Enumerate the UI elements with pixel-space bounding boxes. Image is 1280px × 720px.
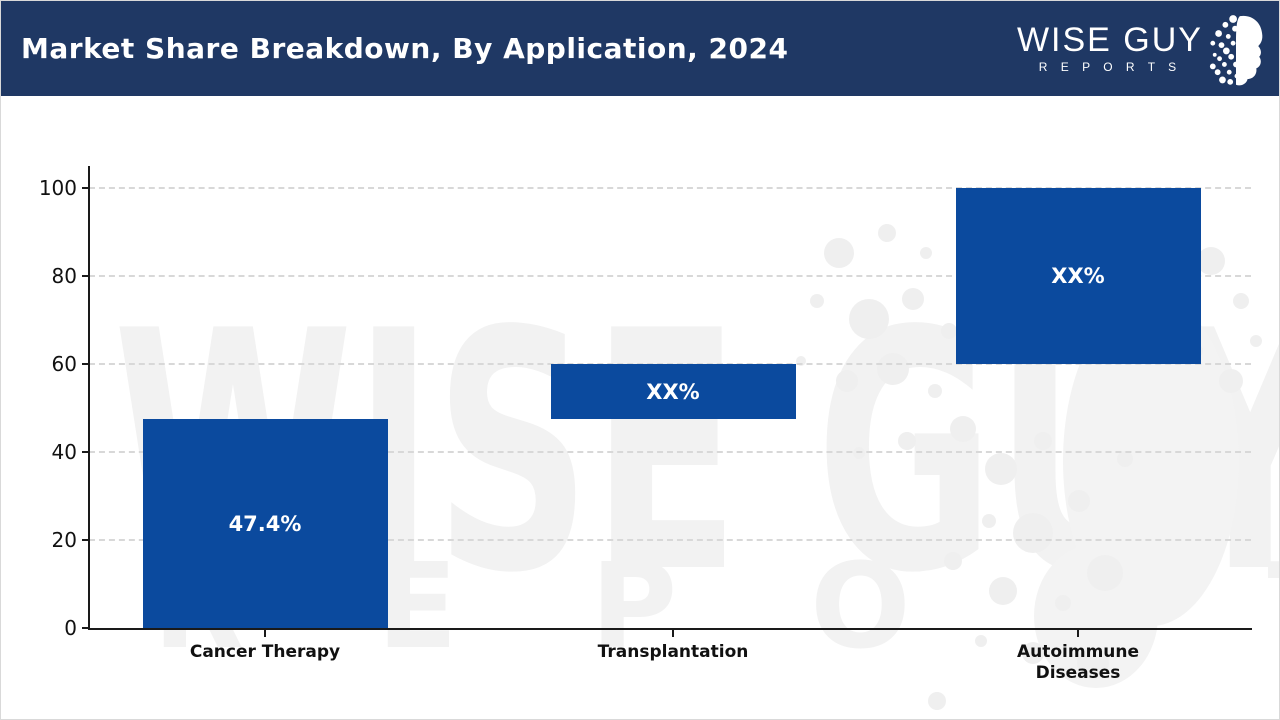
header-bar: Market Share Breakdown, By Application, … (1, 1, 1279, 96)
y-tick-label-60: 60 (51, 352, 77, 376)
page-title: Market Share Breakdown, By Application, … (21, 32, 789, 65)
gridline-80 (89, 275, 1251, 277)
brand-logo: WISE GUY R E P O R T S (1017, 10, 1265, 88)
y-tick-label-20: 20 (51, 528, 77, 552)
x-tick-autoimmune-diseases (1077, 630, 1079, 637)
bar-transplantation (550, 364, 796, 420)
wiseguy-face-icon (1209, 14, 1263, 85)
x-tick-label-cancer-therapy: Cancer Therapy (189, 642, 341, 662)
x-tick-label-autoimmune-diseases: Autoimmune Diseases (1016, 642, 1140, 683)
y-tick-40 (82, 451, 89, 453)
y-axis-line (88, 166, 90, 630)
y-tick-20 (82, 539, 89, 541)
gridline-40 (89, 451, 1251, 453)
y-tick-0 (82, 627, 89, 629)
brand-name: WISE GUY (1016, 21, 1203, 59)
y-tick-60 (82, 363, 89, 365)
bar-label-autoimmune-diseases: XX% (1051, 264, 1105, 288)
y-tick-80 (82, 275, 89, 277)
y-tick-label-80: 80 (51, 264, 77, 288)
y-tick-label-0: 0 (64, 616, 77, 640)
y-tick-label-100: 100 (38, 176, 77, 200)
x-tick-transplantation (672, 630, 674, 637)
gridline-100 (89, 187, 1251, 189)
gridline-20 (89, 539, 1251, 541)
brand-subtitle: R E P O R T S (1038, 60, 1182, 74)
x-tick-cancer-therapy (264, 630, 266, 637)
y-tick-label-40: 40 (51, 440, 77, 464)
bar-label-transplantation: XX% (646, 379, 700, 404)
bar-cancer-therapy (142, 419, 388, 628)
x-axis-line (88, 628, 1252, 630)
x-tick-label-transplantation: Transplantation (597, 642, 749, 662)
brand-logo-text: WISE GUY R E P O R T S (1017, 23, 1203, 74)
y-tick-100 (82, 187, 89, 189)
bar-label-cancer-therapy: 47.4% (228, 511, 302, 536)
